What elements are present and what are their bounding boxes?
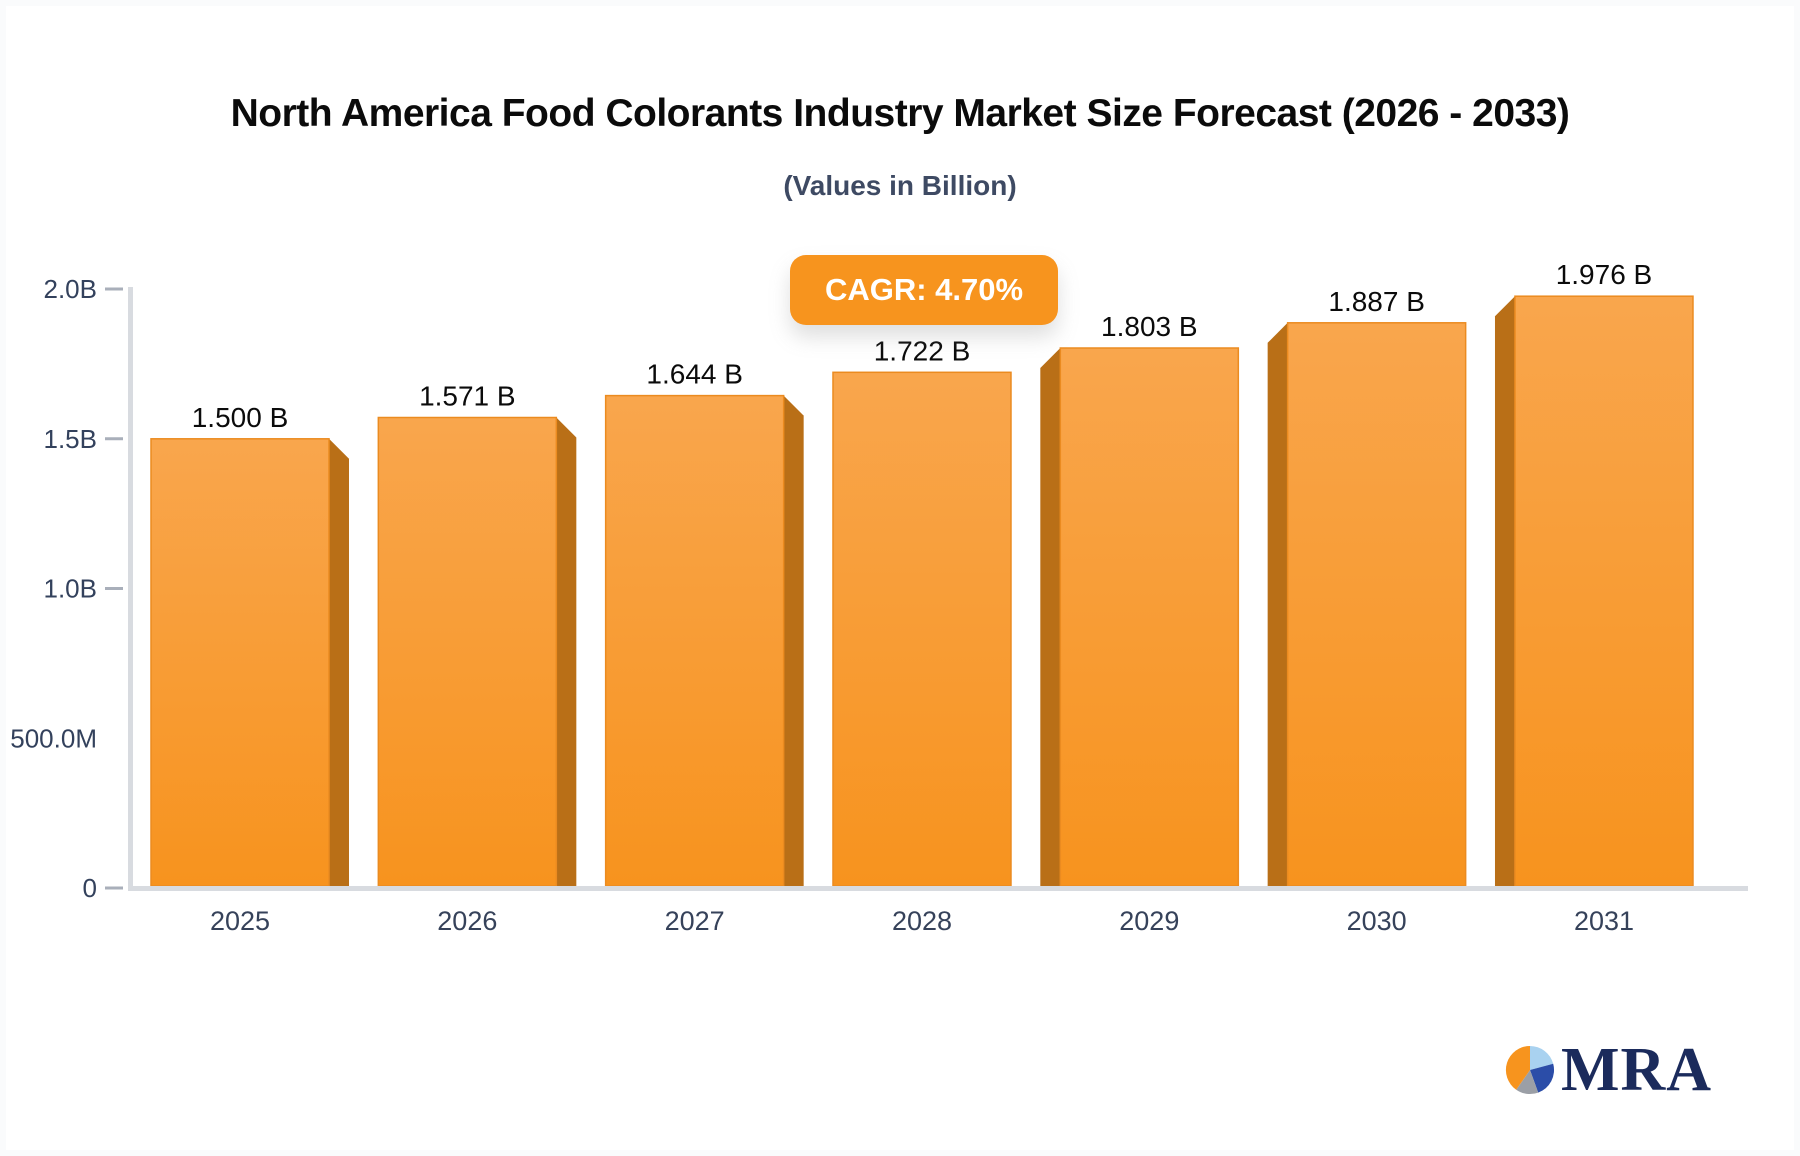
bar-side-face [783, 395, 804, 886]
bar-side-face [556, 417, 577, 886]
y-tick-label: 500.0M [10, 723, 97, 753]
bar-value-label: 1.644 B [646, 359, 743, 390]
y-tick-label: 1.0B [44, 574, 98, 604]
bar-2027[interactable] [604, 394, 785, 887]
bar-value-label: 1.803 B [1101, 311, 1198, 342]
bar-value-label: 1.500 B [192, 402, 289, 433]
brand-logo: MRA [1505, 1036, 1713, 1104]
bar-2028[interactable] [832, 371, 1012, 887]
bar-value-label: 1.722 B [874, 335, 971, 366]
x-tick-label: 2030 [1347, 906, 1407, 936]
bar-2026[interactable] [377, 416, 558, 887]
chart-title: North America Food Colorants Industry Ma… [230, 92, 1570, 135]
brand-logo-text: MRA [1561, 1036, 1713, 1104]
x-tick-label: 2031 [1574, 906, 1634, 936]
cagr-badge: CAGR: 4.70% [790, 255, 1058, 325]
x-tick-label: 2028 [892, 906, 952, 936]
pie-logo-icon [1505, 1045, 1555, 1095]
bar-2031[interactable] [1514, 295, 1694, 887]
y-tick-label: 2.0B [44, 274, 98, 304]
bar-2029[interactable] [1059, 347, 1240, 887]
bar-side-face [1494, 296, 1515, 886]
x-tick-label: 2029 [1119, 906, 1179, 936]
y-tick-label: 1.5B [44, 424, 98, 454]
bar-value-label: 1.571 B [419, 381, 516, 412]
bar-value-label: 1.887 B [1328, 286, 1425, 317]
bar-side-face [1040, 348, 1061, 886]
bar-side-face [1267, 322, 1288, 886]
bar-side-face [329, 438, 349, 886]
bar-value-label: 1.976 B [1556, 259, 1653, 290]
x-tick-label: 2026 [437, 906, 497, 936]
x-tick-label: 2025 [210, 906, 270, 936]
x-tick-label: 2027 [665, 906, 725, 936]
bar-2025[interactable] [150, 438, 330, 887]
y-tick-label: 0 [83, 873, 97, 903]
chart-subtitle: (Values in Billion) [783, 170, 1017, 201]
bar-2030[interactable] [1286, 322, 1467, 887]
